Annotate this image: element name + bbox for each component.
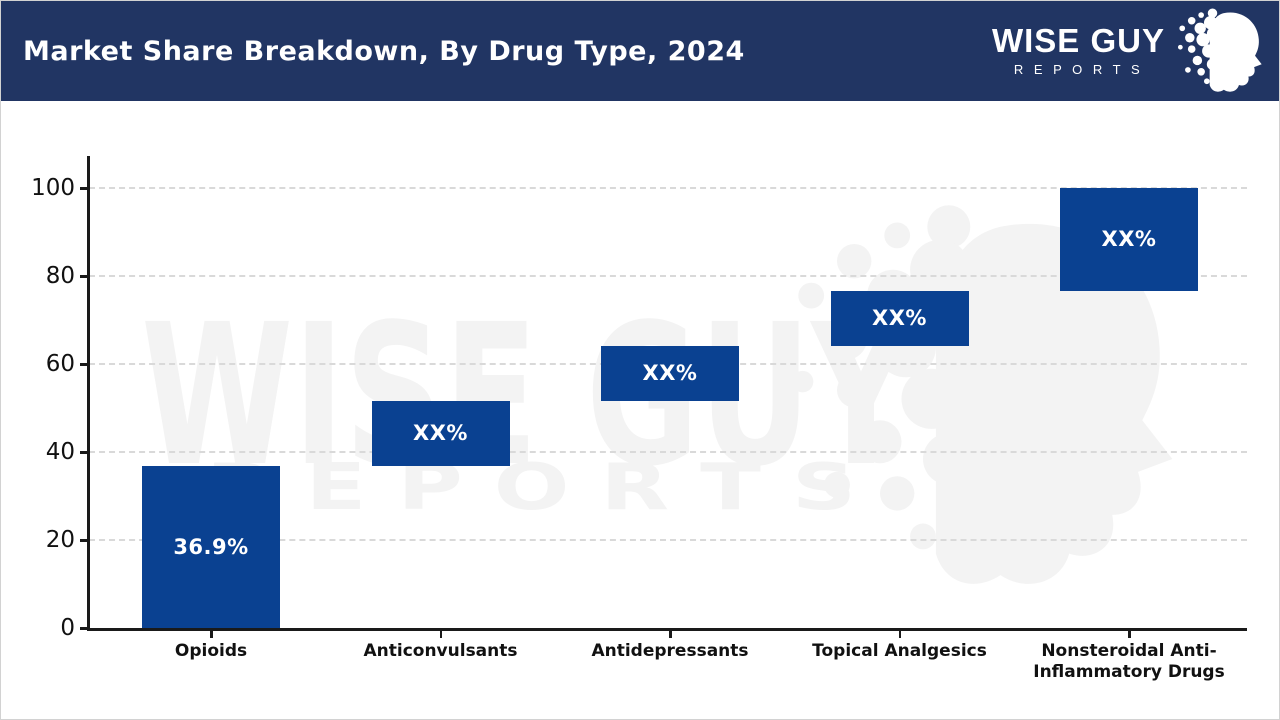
bar-value-label: XX% [413,421,468,446]
logo-wordmark: WISE GUY [991,21,1165,59]
bar-segment: XX% [371,400,510,466]
logo-subtext: R E P O R T S [1013,61,1144,77]
svg-text:R E P O R T S: R E P O R T S [206,451,856,525]
gridline [89,451,1247,453]
x-axis-tick [439,630,442,638]
x-axis-tick [1128,630,1131,638]
x-axis-tick [210,630,213,638]
bar-segment: XX% [830,290,969,346]
wise-guy-reports-logo: WISE GUY R E P O R T S [992,1,1273,101]
x-axis-category-label: Topical Analgesics [812,641,987,661]
x-axis-category-label: Nonsteroidal Anti- Inflammatory Drugs [1033,641,1225,683]
bar-value-label: XX% [642,361,698,386]
y-axis-tick-label: 20 [45,527,75,553]
y-axis-tick-label: 80 [45,263,75,289]
x-axis-tick [898,630,901,638]
y-axis [87,156,90,630]
y-axis-tick-label: 0 [60,615,75,641]
x-axis-category-label: Anticonvulsants [363,641,518,661]
bar-value-label: XX% [872,306,927,331]
gridline [89,187,1247,189]
bar-segment: XX% [601,345,739,401]
x-axis-category-label: Opioids [174,641,248,661]
y-axis-tick-label: 100 [31,175,75,201]
y-axis-tick-label: 60 [45,351,75,377]
y-axis-tick [80,363,88,366]
bar-segment: 36.9% [142,465,280,628]
x-axis-tick [669,630,672,638]
bar-segment: XX% [1060,188,1198,291]
y-axis-tick [80,451,88,454]
logo-text: WISE GUY R E P O R T S [992,22,1165,77]
bar-value-label: XX% [1101,227,1157,252]
bar-value-label: 36.9% [173,534,249,559]
gridline [89,275,1247,277]
plot-area: WISE GUY R E P O R T S 0 20 40 60 80 100 36.9%… [1,101,1279,719]
y-axis-tick [80,539,88,542]
x-axis [87,628,1247,631]
dotted-head-logo-icon [1177,8,1262,92]
gridline [89,539,1247,541]
page-title: Market Share Breakdown, By Drug Type, 20… [23,35,745,67]
y-axis-tick [80,627,88,630]
x-axis-category-label: Antidepressants [591,641,749,661]
header: Market Share Breakdown, By Drug Type, 20… [1,1,1279,101]
y-axis-tick [80,275,88,278]
y-axis-tick-label: 40 [45,439,75,465]
y-axis-tick [80,187,88,190]
